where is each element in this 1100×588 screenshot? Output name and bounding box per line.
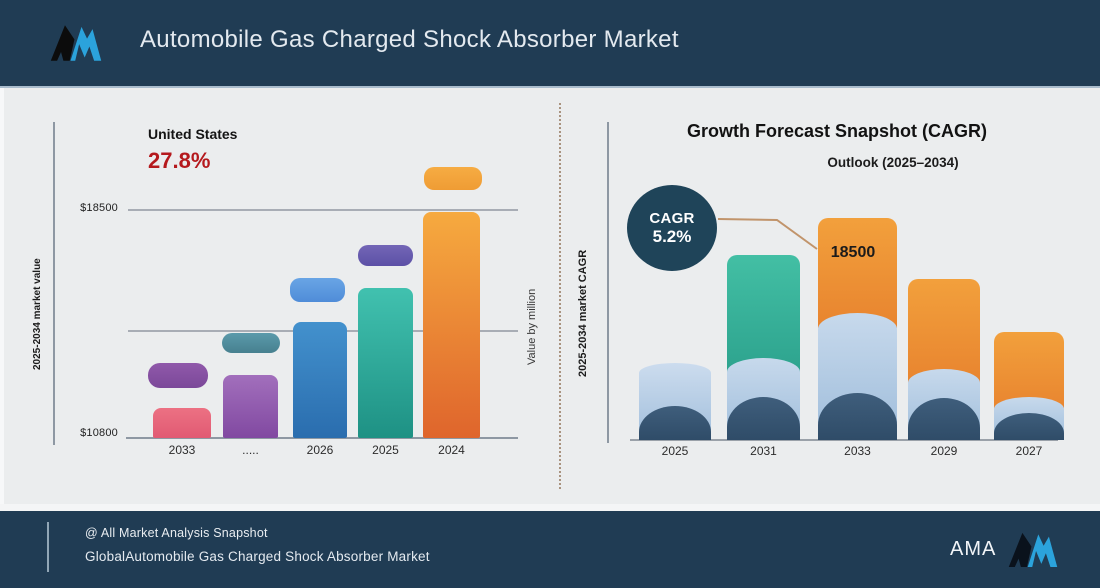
chart-title: Growth Forecast Snapshot (CAGR) [686,121,987,141]
panel-left-edge [0,88,4,511]
bar-segment [908,279,980,384]
region-label: United States [148,126,238,142]
y-tick-10800: $10800 [80,427,118,439]
bar [223,375,278,438]
bar-segment [639,406,711,440]
ama-logo-icon [50,25,102,61]
x-tick-label: 2033 [844,444,871,458]
header [0,0,1100,88]
x-tick-label: 2031 [750,444,777,458]
bar-segment [727,397,800,440]
gridline-18500 [128,209,518,211]
bar-cap [290,278,345,302]
x-tick-label: 2025 [661,444,689,458]
x-tick-label: ..... [242,443,259,457]
x-tick-label: 2033 [168,443,196,457]
bar [358,288,413,438]
bar [423,212,480,438]
panel-bottom-edge [0,504,1100,511]
bar-cap [222,333,280,353]
x-tick-label: 2029 [930,444,958,458]
bar-segment [818,393,897,440]
x-tick-label: 2026 [306,443,334,457]
bar-cap [148,363,208,388]
cagr-badge-label: CAGR [649,209,695,227]
cagr-badge: CAGR 5.2% [627,185,717,271]
bar-segment [727,255,800,373]
bar-annotation: 18500 [830,244,876,261]
y-axis-left [53,122,55,445]
x-tick-label: 2025 [372,443,399,457]
footer-divider-line [47,522,49,572]
value-axis-note: Value by million [526,288,538,366]
x-axis-right [630,439,1058,441]
page-title: Automobile Gas Charged Shock Absorber Ma… [140,26,679,53]
y-axis-right [607,122,609,443]
bar-segment [908,398,980,440]
bar-segment [994,413,1064,440]
footer-title: GlobalAutomobile Gas Charged Shock Absor… [85,549,430,564]
y-axis-title-left: 2025-2034 market value [32,258,43,371]
x-tick-label: 2027 [1015,444,1043,458]
footer-logo-icon [1008,532,1058,567]
bar-cap [424,167,482,190]
x-axis-left [126,437,518,439]
x-tick-label: 2024 [438,443,465,457]
footer [0,511,1100,588]
bar-segment [818,218,897,328]
bar [293,322,347,438]
footer-note: @ All Market Analysis Snapshot [85,526,268,540]
bar [153,408,211,438]
cagr-badge-value: 5.2% [652,226,692,246]
y-tick-18500: $18500 [80,202,118,214]
panel-divider [559,103,561,489]
bar-cap [358,245,413,266]
region-value: 27.8% [148,148,211,173]
y-axis-title-right: 2025-2034 market CAGR [577,249,589,377]
footer-brand-text: AMA [950,538,997,560]
chart-subtitle: Outlook (2025–2034) [827,155,959,170]
